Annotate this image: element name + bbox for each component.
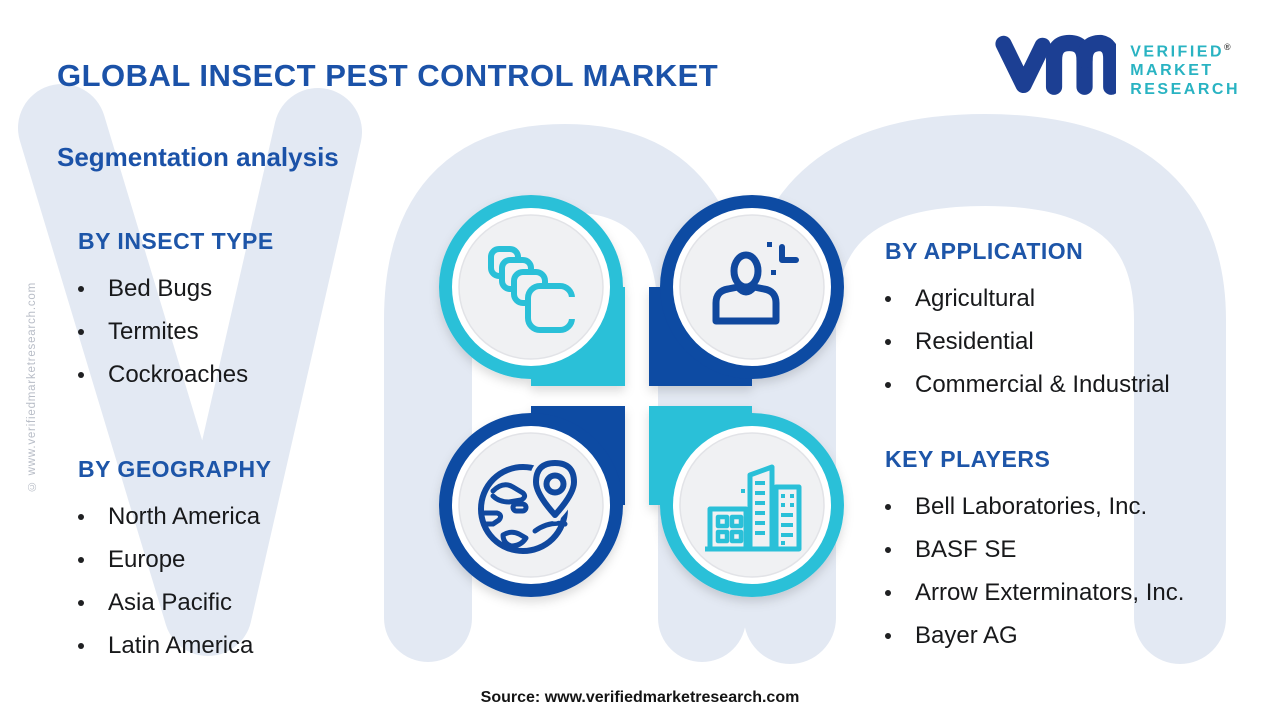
page-title: GLOBAL INSECT PEST CONTROL MARKET [57, 58, 719, 93]
list-item: Termites [78, 310, 274, 353]
source-text: Source: www.verifiedmarketresearch.com [480, 689, 800, 706]
section-key-players: KEY PLAYERS Bell Laboratories, Inc. BASF… [885, 446, 1184, 657]
bed-bugs-icon [488, 246, 579, 333]
vmr-logo-mark-icon [995, 34, 1117, 95]
list-item: Bayer AG [885, 614, 1184, 657]
vertical-copyright: © www.verifiedmarketresearch.com [26, 282, 38, 493]
page-subtitle: Segmentation analysis [57, 142, 339, 172]
section-geography: BY GEOGRAPHY North America Europe Asia P… [78, 456, 271, 667]
list-item: Latin America [78, 624, 271, 667]
section-list: Bed Bugs Termites Cockroaches [78, 267, 274, 396]
quadrant-application [649, 195, 844, 386]
section-insect-type: BY INSECT TYPE Bed Bugs Termites Cockroa… [78, 228, 274, 396]
section-list: Agricultural Residential Commercial & In… [885, 277, 1170, 406]
logo-wordmark: VERIFIED® MARKET RESEARCH [1130, 38, 1240, 99]
list-item: Bed Bugs [78, 267, 274, 310]
list-item: Bell Laboratories, Inc. [885, 485, 1184, 528]
segmentation-quadrants [439, 195, 844, 597]
logo-line-1: VERIFIED® [1130, 42, 1231, 61]
list-item: Residential [885, 320, 1170, 363]
list-item: North America [78, 495, 271, 538]
list-item: Agricultural [885, 277, 1170, 320]
section-list: North America Europe Asia Pacific Latin … [78, 495, 271, 667]
list-item: BASF SE [885, 528, 1184, 571]
section-list: Bell Laboratories, Inc. BASF SE Arrow Ex… [885, 485, 1184, 657]
list-item: Arrow Exterminators, Inc. [885, 571, 1184, 614]
section-heading: BY GEOGRAPHY [78, 456, 272, 482]
quadrant-geography [439, 406, 625, 597]
list-item: Cockroaches [78, 353, 274, 396]
quadrant-insect-type [439, 195, 625, 386]
section-application: BY APPLICATION Agricultural Residential … [885, 238, 1170, 406]
globe-pin-icon [478, 456, 581, 554]
logo-line-2: MARKET [1130, 62, 1214, 80]
list-item: Europe [78, 538, 271, 581]
section-heading: BY APPLICATION [885, 238, 1084, 264]
quadrant-key-players [649, 406, 844, 597]
section-heading: KEY PLAYERS [885, 446, 1051, 472]
section-heading: BY INSECT TYPE [78, 228, 274, 254]
registered-mark: ® [1224, 42, 1231, 52]
person-icon [712, 242, 799, 325]
list-item: Commercial & Industrial [885, 363, 1170, 406]
vmr-logo: VERIFIED® MARKET RESEARCH [994, 30, 1240, 99]
list-item: Asia Pacific [78, 581, 271, 624]
city-buildings-icon [705, 464, 802, 552]
logo-line-3: RESEARCH [1130, 81, 1240, 99]
